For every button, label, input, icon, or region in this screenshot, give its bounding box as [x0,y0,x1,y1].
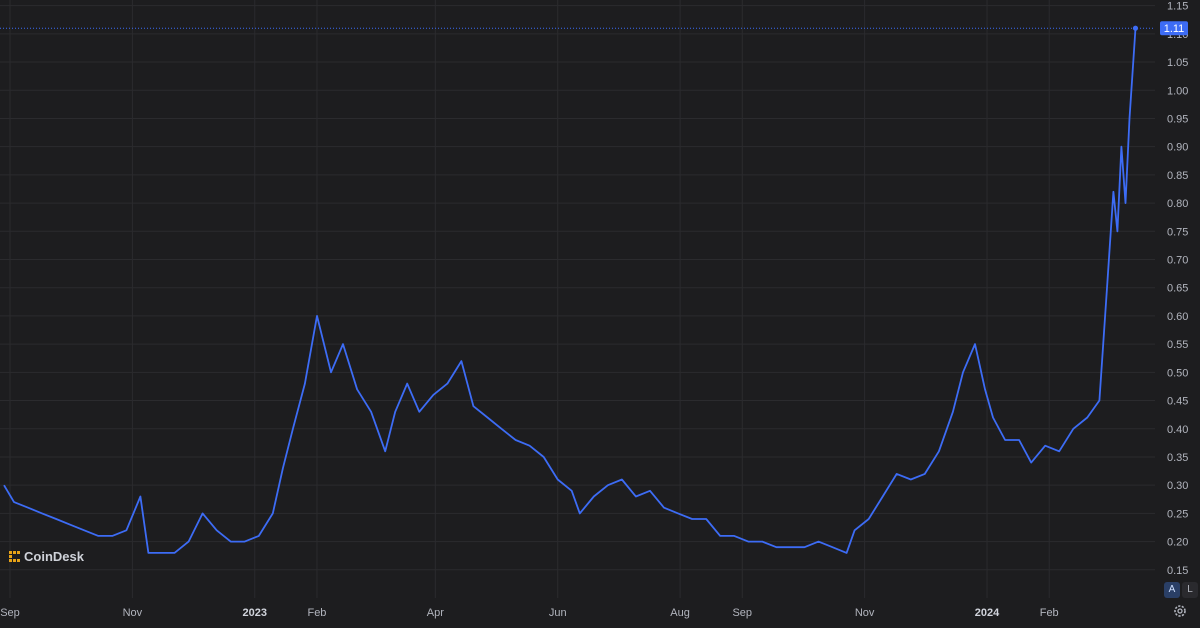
last-price-label: 1.11 [1164,23,1185,35]
y-tick-label: 0.80 [1167,198,1188,210]
coindesk-logo-icon [9,551,20,562]
y-tick-label: 0.65 [1167,283,1188,295]
y-tick-label: 1.05 [1167,57,1188,69]
x-tick-label: Feb [1040,607,1059,619]
y-tick-label: 0.95 [1167,113,1188,125]
y-tick-label: 0.25 [1167,508,1188,520]
y-tick-label: 0.90 [1167,142,1188,154]
x-tick-label: 2023 [243,607,267,619]
y-tick-label: 0.40 [1167,424,1188,436]
x-tick-label: 2024 [975,607,1000,619]
x-tick-label: Feb [307,607,326,619]
last-point-marker [1132,25,1139,31]
auto-scale-button[interactable]: A [1164,582,1180,598]
watermark: CoinDesk [9,549,85,564]
y-tick-label: 1.15 [1167,1,1188,13]
x-tick-label: Nov [123,607,143,619]
y-tick-label: 0.30 [1167,480,1188,492]
x-tick-label: Sep [0,607,20,619]
y-tick-label: 0.20 [1167,537,1188,549]
y-axis: 0.15 0.20 0.25 0.30 0.35 0.40 0.45 0.50 0.55 0.60… [1167,1,1188,577]
last-value-layer: 1.11 [0,21,1188,36]
y-tick-label: 0.85 [1167,170,1188,182]
y-tick-label: 0.15 [1167,565,1188,577]
y-tick-label: 0.45 [1167,396,1188,408]
x-tick-label: Sep [732,607,752,619]
series-layer [3,28,1137,554]
y-tick-label: 1.00 [1167,85,1188,97]
x-tick-label: Aug [670,607,690,619]
x-tick-label: Nov [855,607,875,619]
gear-icon[interactable] [1172,603,1188,619]
y-tick-label: 0.60 [1167,311,1188,323]
y-tick-label: 0.70 [1167,255,1188,267]
y-tick-label: 0.35 [1167,452,1188,464]
y-tick-label: 0.55 [1167,339,1188,351]
price-series-line[interactable] [3,28,1137,554]
grid [0,0,1155,598]
last-price-tag [1160,21,1188,36]
y-tick-label: 0.75 [1167,226,1188,238]
x-axis: Sep Nov 2023 Feb Apr Jun Aug Sep Nov 2024 Feb [0,607,1058,619]
y-tick-label: 0.50 [1167,367,1188,379]
x-tick-label: Jun [549,607,567,619]
watermark-brand: CoinDesk [24,549,85,564]
x-tick-label: Apr [427,607,444,619]
log-scale-button[interactable]: L [1182,582,1198,598]
